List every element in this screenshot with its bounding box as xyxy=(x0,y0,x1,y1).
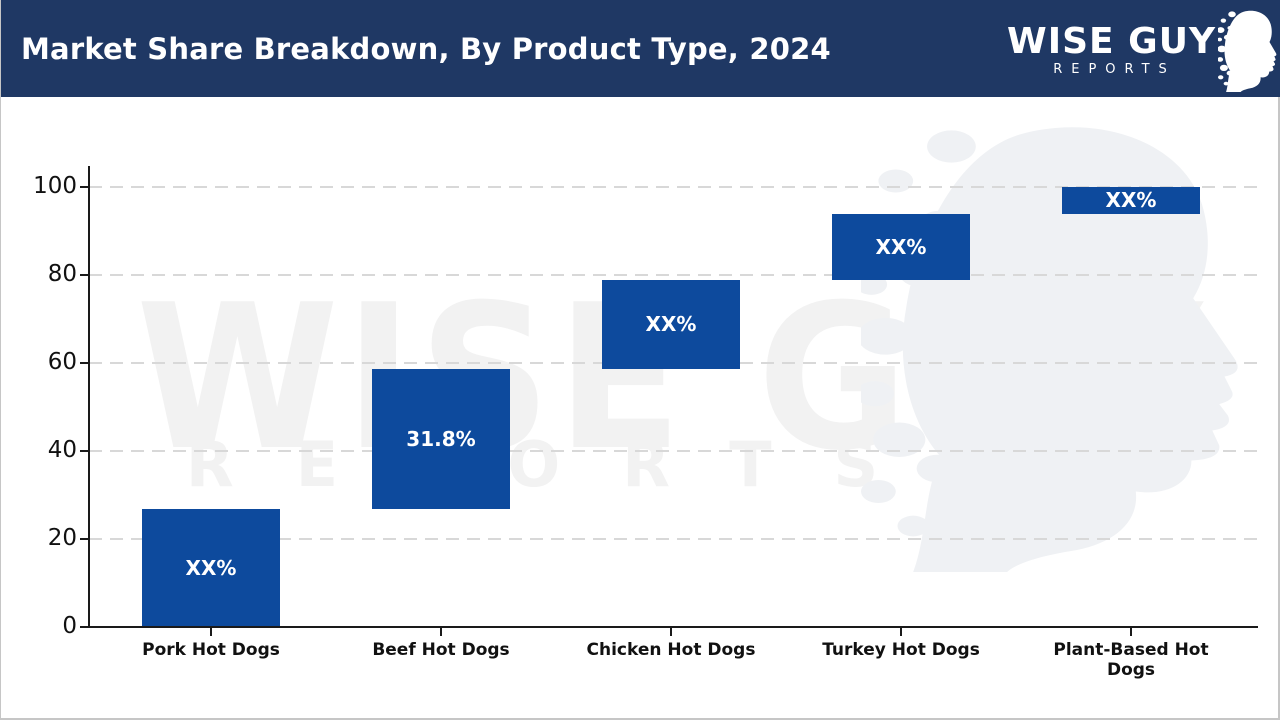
logo-subtitle: REPORTS xyxy=(1053,61,1176,77)
bar-value-label: 31.8% xyxy=(406,427,476,452)
wise-guy-reports-logo: WISE GUY REPORTS xyxy=(1007,6,1277,94)
logo-text: WISE GUY REPORTS xyxy=(1007,23,1216,77)
y-tick xyxy=(80,450,88,452)
y-tick-label: 100 xyxy=(33,173,77,199)
y-tick xyxy=(80,186,88,188)
bar-beef-hot-dogs: 31.8% xyxy=(372,369,510,510)
x-tick-label: Pork Hot Dogs xyxy=(142,640,280,660)
bar-plant-based-hot-dogs: XX% xyxy=(1062,187,1200,214)
bar-value-label: XX% xyxy=(875,234,927,259)
bar-turkey-hot-dogs: XX% xyxy=(832,213,970,280)
gridline-y-20 xyxy=(89,538,1258,540)
y-tick-label: 40 xyxy=(47,437,77,463)
y-tick-label: 20 xyxy=(47,525,77,551)
bar-value-label: XX% xyxy=(1105,188,1157,213)
x-tick xyxy=(210,628,212,636)
x-tick-label: Beef Hot Dogs xyxy=(372,640,510,660)
y-tick-label: 80 xyxy=(47,261,77,287)
x-tick-label: Plant-Based Hot Dogs xyxy=(1053,640,1209,681)
x-tick-label: Turkey Hot Dogs xyxy=(822,640,980,660)
gridline-y-40 xyxy=(89,450,1258,452)
y-tick xyxy=(80,626,88,628)
watermark-text-reports: REPORTS xyxy=(186,428,941,501)
y-tick xyxy=(80,362,88,364)
y-tick-label: 0 xyxy=(62,613,77,639)
x-axis-line xyxy=(88,626,1258,628)
y-tick-label: 60 xyxy=(47,349,77,375)
x-tick xyxy=(670,628,672,636)
y-tick xyxy=(80,538,88,540)
x-tick xyxy=(900,628,902,636)
gridline-y-80 xyxy=(89,274,1258,276)
chart-title: Market Share Breakdown, By Product Type,… xyxy=(21,31,831,66)
bar-chicken-hot-dogs: XX% xyxy=(602,279,740,370)
y-tick xyxy=(80,274,88,276)
gridline-y-100 xyxy=(89,186,1258,188)
x-tick xyxy=(1130,628,1132,636)
x-tick xyxy=(440,628,442,636)
logo-wordmark: WISE GUY xyxy=(1007,21,1217,63)
bar-value-label: XX% xyxy=(185,556,237,581)
y-axis-line xyxy=(88,166,90,628)
bar-pork-hot-dogs: XX% xyxy=(142,509,280,627)
header-bar: Market Share Breakdown, By Product Type,… xyxy=(1,0,1280,97)
x-tick-label: Chicken Hot Dogs xyxy=(586,640,756,660)
bar-value-label: XX% xyxy=(645,312,697,337)
